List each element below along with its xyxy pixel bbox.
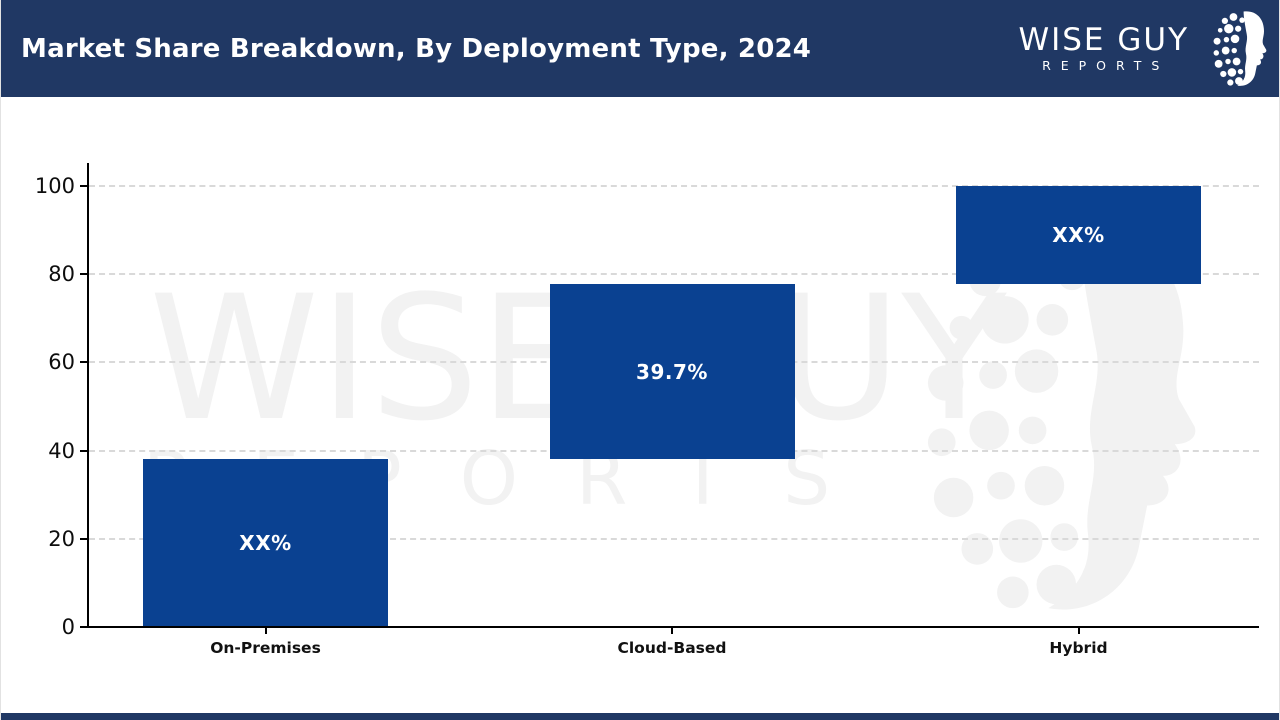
y-tick-label-20: 20 <box>48 526 75 551</box>
footer-strip <box>1 713 1279 720</box>
y-tick-label-40: 40 <box>48 438 75 463</box>
x-axis-label-cloud-based: Cloud-Based <box>617 639 727 657</box>
y-tick-mark <box>80 185 87 187</box>
page-title: Market Share Breakdown, By Deployment Ty… <box>21 33 812 64</box>
bar-on-premises: XX% <box>143 459 388 627</box>
y-axis-line <box>87 163 89 628</box>
y-tick-label-80: 80 <box>48 262 75 287</box>
x-axis-line <box>87 626 1259 628</box>
x-tick-mark <box>264 628 267 634</box>
logo-text: WISE GUY REPORTS <box>1018 24 1189 74</box>
x-tick-mark <box>671 628 673 634</box>
bar-hybrid: XX% <box>956 186 1201 285</box>
logo-wise-guy-text: WISE GUY <box>1018 21 1189 58</box>
gridline-100 <box>89 185 1259 187</box>
bar-value-label: XX% <box>1052 223 1105 248</box>
x-axis-label-on-premises: On-Premises <box>210 639 321 657</box>
y-tick-label-60: 60 <box>48 350 75 375</box>
y-tick-mark <box>80 449 87 452</box>
y-tick-mark <box>80 273 87 276</box>
bar-value-label: 39.7% <box>636 359 708 384</box>
logo-reports-text: REPORTS <box>1042 58 1170 74</box>
y-tick-mark <box>80 537 87 540</box>
gridline-80 <box>89 273 1259 276</box>
gridline-20 <box>89 537 1259 540</box>
y-tick-mark <box>80 626 87 628</box>
header-bar: Market Share Breakdown, By Deployment Ty… <box>1 0 1279 97</box>
bar-cloud-based: 39.7% <box>549 284 795 460</box>
bar-value-label: XX% <box>239 531 292 556</box>
y-tick-label-100: 100 <box>34 174 75 198</box>
y-tick-label-0: 0 <box>61 615 75 639</box>
x-tick-mark <box>1077 628 1080 634</box>
x-axis-label-hybrid: Hybrid <box>1049 639 1108 657</box>
y-tick-mark <box>80 361 87 364</box>
wiseguy-logo: WISE GUY REPORTS <box>1018 9 1267 89</box>
